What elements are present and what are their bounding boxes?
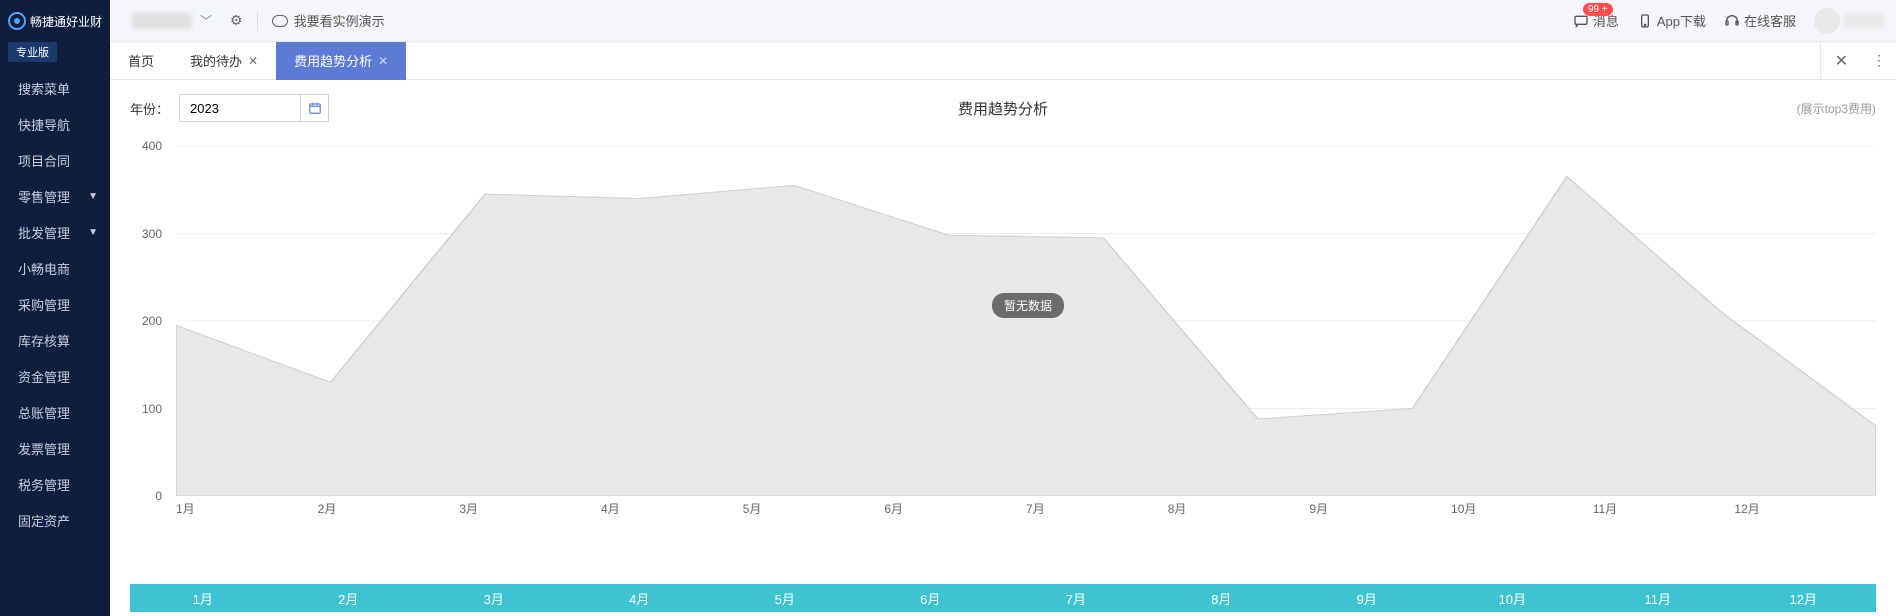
message-button[interactable]: 消息 99 + [1573,11,1619,30]
caret-down-icon: ▼ [88,227,98,238]
sidebar-item[interactable]: 固定资产 [0,502,110,538]
tab[interactable]: 首页 [110,42,172,80]
gear-icon[interactable]: ⚙ [230,12,243,29]
y-axis: 0100200300400 [130,136,170,496]
x-tick: 2月 [318,500,460,524]
x-tick: 5月 [743,500,885,524]
message-badge: 99 + [1583,3,1613,16]
tabbar: 首页 我的待办 ✕ 费用趋势分析 ✕ ✕ ⋮ [110,42,1896,80]
sidebar-item[interactable]: 快捷导航 [0,106,110,142]
calendar-icon[interactable] [300,95,328,121]
month-cell[interactable]: 6月 [858,584,1004,612]
month-cell[interactable]: 2月 [276,584,422,612]
year-input[interactable] [180,95,300,121]
x-tick: 1月 [176,500,318,524]
app-label: App下载 [1657,11,1706,30]
brand-name: 畅捷通好业财 [30,13,102,30]
y-tick: 0 [155,489,162,503]
tab[interactable]: 我的待办 ✕ [172,42,276,80]
user-menu[interactable] [1814,8,1884,34]
chart-tooltip: 暂无数据 [992,293,1064,318]
x-axis: 1月2月3月4月5月6月7月8月9月10月11月12月 [176,500,1876,524]
month-cell[interactable]: 12月 [1731,584,1877,612]
plot: 暂无数据 [176,146,1876,496]
x-tick: 12月 [1734,500,1876,524]
org-name [132,13,192,29]
x-tick: 8月 [1168,500,1310,524]
sidebar-item[interactable]: 库存核算 [0,322,110,358]
x-tick: 6月 [884,500,1026,524]
tab-label: 首页 [128,51,154,70]
cloud-icon [272,15,288,27]
sidebar-item[interactable]: 总账管理 [0,394,110,430]
phone-icon [1637,13,1653,29]
sidebar-item[interactable]: 小畅电商 [0,250,110,286]
month-cell[interactable]: 10月 [1440,584,1586,612]
month-cell[interactable]: 3月 [421,584,567,612]
app-download-button[interactable]: App下载 [1637,11,1706,30]
x-tick: 3月 [459,500,601,524]
chevron-down-icon: ﹀ [200,12,212,29]
sidebar-item[interactable]: 项目合同 [0,142,110,178]
chart-note: (展示top3费用) [1797,100,1876,117]
month-cell[interactable]: 9月 [1294,584,1440,612]
y-tick: 200 [142,314,162,328]
content: 年份： 费用趋势分析 (展示top3费用) 0 100 200 300 400 暂无数据… [110,80,1896,616]
sidebar: 畅捷通好业财 专业版 搜索菜单快捷导航项目合同零售管理▼批发管理▼小畅电商采购管… [0,0,110,616]
demo-link[interactable]: 我要看实例演示 [272,11,385,30]
org-selector[interactable]: ﹀ [122,8,222,33]
y-tick: 400 [142,139,162,153]
month-cell[interactable]: 11月 [1585,584,1731,612]
user-name [1844,14,1884,28]
month-cell[interactable]: 1月 [130,584,276,612]
sidebar-item[interactable]: 采购管理 [0,286,110,322]
year-label: 年份： [130,99,169,118]
month-cell[interactable]: 4月 [567,584,713,612]
brand-icon [8,12,26,30]
x-tick: 11月 [1593,500,1735,524]
tab[interactable]: 费用趋势分析 ✕ [276,42,406,80]
divider [257,11,258,31]
sidebar-item[interactable]: 发票管理 [0,430,110,466]
chart-title: 费用趋势分析 [958,98,1048,119]
headset-icon [1724,13,1740,29]
year-input-wrap [179,94,329,122]
sidebar-item[interactable]: 税务管理 [0,466,110,502]
sidebar-item[interactable]: 零售管理▼ [0,178,110,214]
sidebar-item[interactable]: 批发管理▼ [0,214,110,250]
close-tab-button[interactable]: ✕ [1820,42,1862,80]
brand-logo: 畅捷通好业财 [0,0,110,42]
demo-label: 我要看实例演示 [294,11,385,30]
service-button[interactable]: 在线客服 [1724,11,1796,30]
close-icon[interactable]: ✕ [248,54,258,68]
month-cell[interactable]: 5月 [712,584,858,612]
x-tick: 9月 [1309,500,1451,524]
chart-area: 0 100 200 300 400 暂无数据 1月2月3月4月5月6月7月8月9月10月… [130,136,1876,524]
y-tick: 300 [142,227,162,241]
x-tick: 7月 [1026,500,1168,524]
x-tick: 10月 [1451,500,1593,524]
month-cell[interactable]: 8月 [1149,584,1295,612]
month-footer-bar: 1月2月3月4月5月6月7月8月9月10月11月12月 [130,584,1876,612]
sidebar-item[interactable]: 资金管理 [0,358,110,394]
y-tick: 100 [142,402,162,416]
tab-label: 我的待办 [190,51,242,70]
avatar [1814,8,1840,34]
edition-badge: 专业版 [8,42,57,62]
sidebar-item[interactable]: 搜索菜单 [0,70,110,106]
filter-row: 年份： 费用趋势分析 (展示top3费用) [110,80,1896,136]
service-label: 在线客服 [1744,11,1796,30]
caret-down-icon: ▼ [88,191,98,202]
topbar: ﹀ ⚙ 我要看实例演示 消息 99 + App下载 在线客服 [110,0,1896,42]
tab-more-icon[interactable]: ⋮ [1862,52,1896,69]
x-tick: 4月 [601,500,743,524]
month-cell[interactable]: 7月 [1003,584,1149,612]
close-icon[interactable]: ✕ [378,54,388,68]
tab-label: 费用趋势分析 [294,51,372,70]
